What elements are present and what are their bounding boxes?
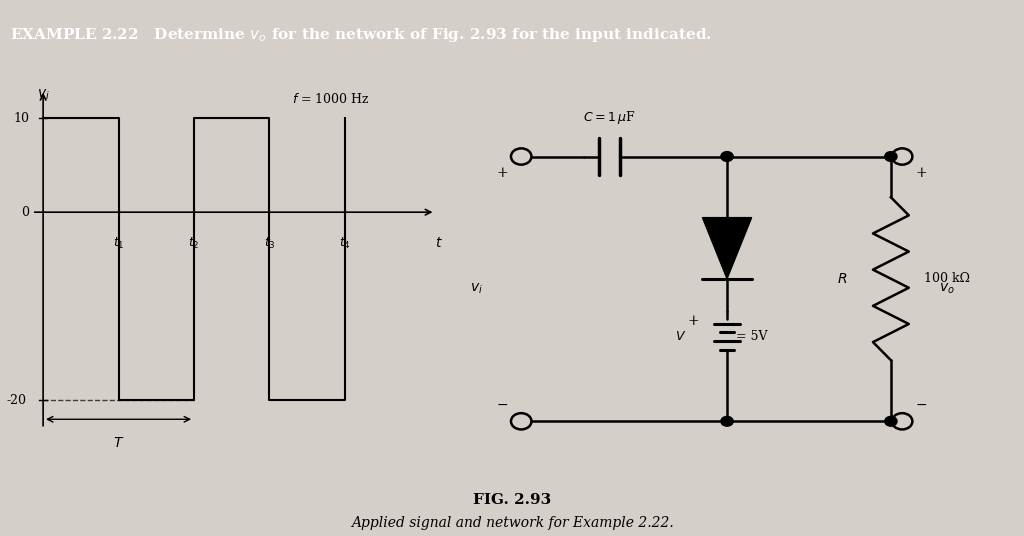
Text: $f$ = 1000 Hz: $f$ = 1000 Hz	[292, 92, 370, 106]
Text: +: +	[497, 166, 509, 180]
Circle shape	[721, 416, 733, 426]
Text: +: +	[688, 315, 699, 329]
Text: $v_i$: $v_i$	[470, 282, 482, 296]
Text: 0: 0	[22, 206, 30, 219]
Text: $t_3$: $t_3$	[263, 236, 275, 251]
Text: $t_4$: $t_4$	[339, 236, 351, 251]
Text: $t_1$: $t_1$	[113, 236, 124, 251]
Circle shape	[721, 152, 733, 161]
Text: 10: 10	[13, 111, 30, 124]
Text: −: −	[915, 398, 928, 412]
Text: +: +	[915, 166, 928, 180]
Circle shape	[885, 152, 897, 161]
Text: -20: -20	[6, 394, 27, 407]
Text: FIG. 2.93: FIG. 2.93	[473, 493, 551, 507]
Text: $t$: $t$	[435, 236, 443, 250]
Text: $t_2$: $t_2$	[188, 236, 200, 251]
Text: $T$: $T$	[113, 436, 124, 450]
Text: $C = 1\,\mu$F: $C = 1\,\mu$F	[584, 109, 635, 126]
Text: = 5V: = 5V	[736, 331, 768, 344]
Text: −: −	[497, 398, 509, 412]
Circle shape	[885, 416, 897, 426]
Text: $v_i$: $v_i$	[37, 87, 50, 102]
Text: Applied signal and network for Example 2.22.: Applied signal and network for Example 2…	[350, 516, 674, 530]
Text: EXAMPLE 2.22   Determine $v_o$ for the network of Fig. 2.93 for the input indica: EXAMPLE 2.22 Determine $v_o$ for the net…	[10, 26, 712, 44]
Text: $v_o$: $v_o$	[939, 282, 955, 296]
Text: $R$: $R$	[837, 272, 848, 286]
Text: $V$: $V$	[675, 331, 687, 344]
Text: 100 kΩ: 100 kΩ	[924, 272, 970, 285]
Polygon shape	[702, 218, 752, 279]
